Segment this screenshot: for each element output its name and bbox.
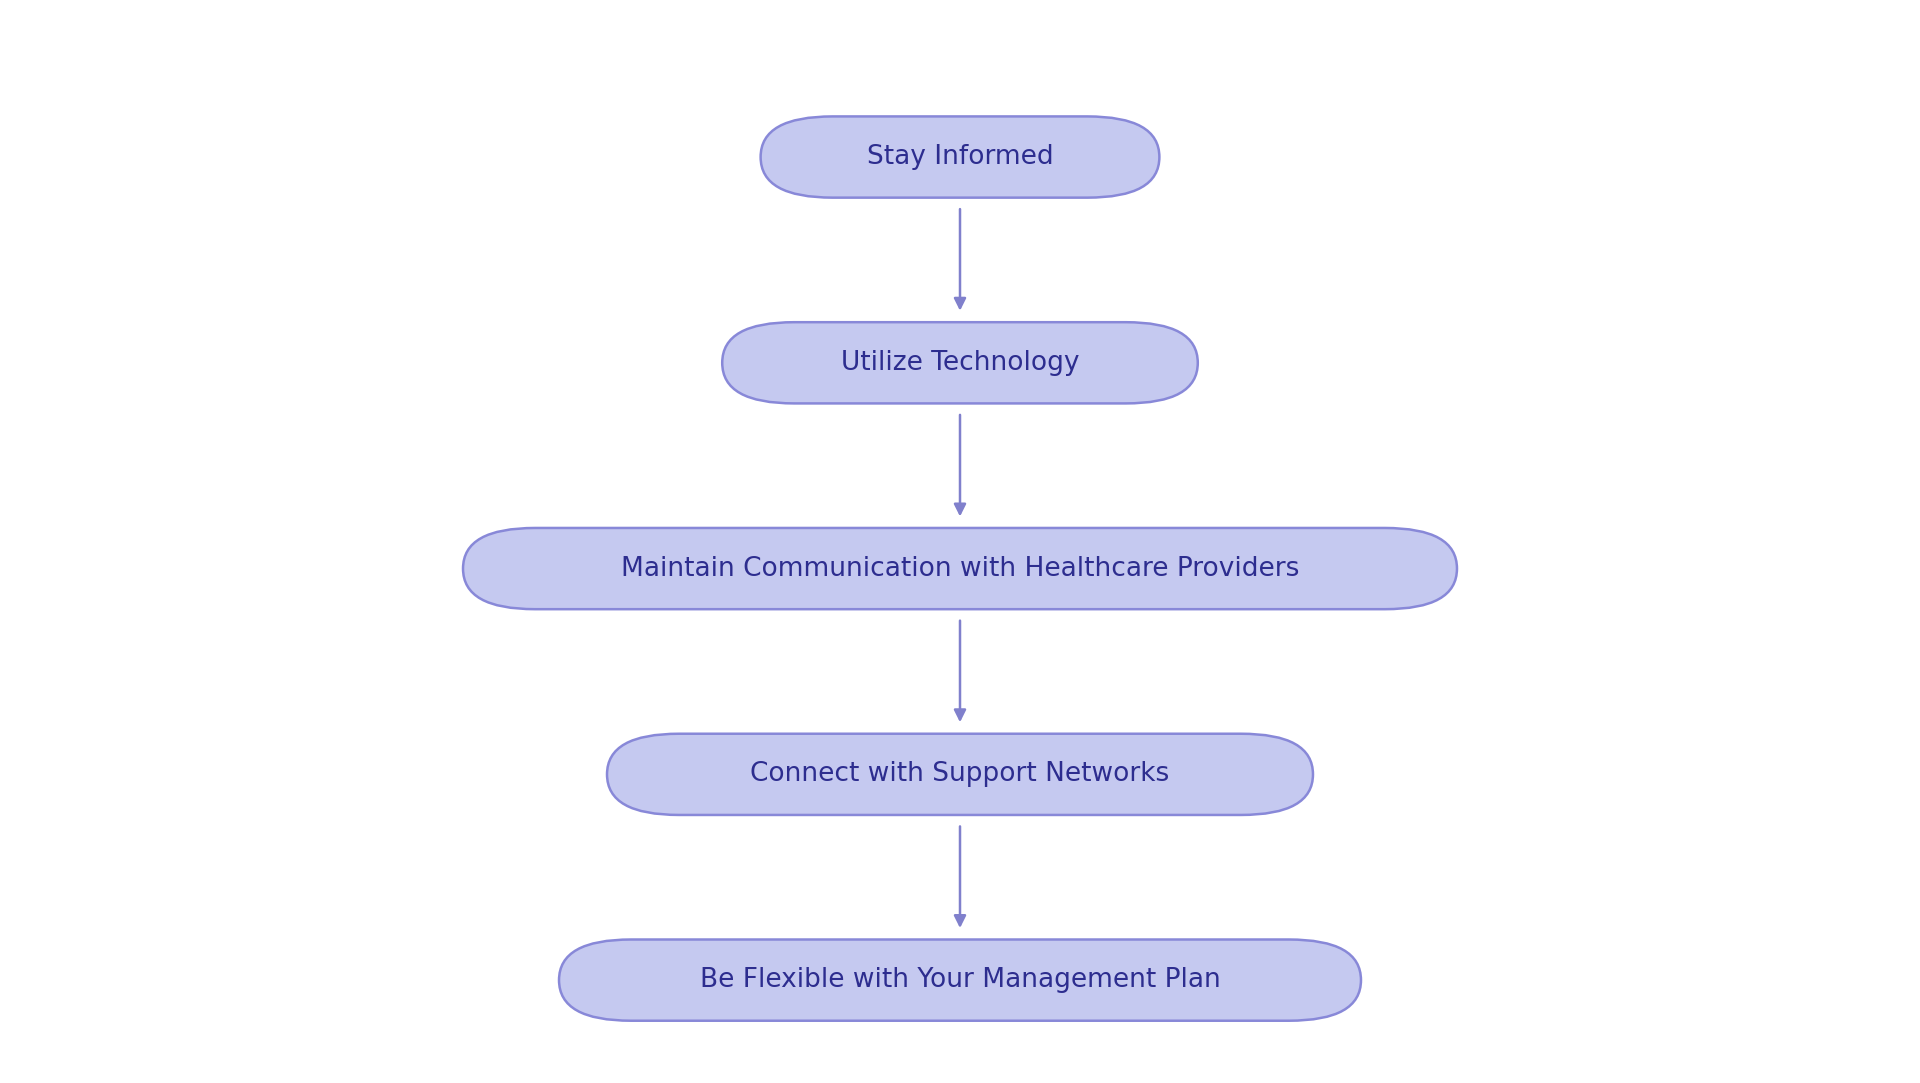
FancyBboxPatch shape [463,529,1457,609]
Text: Connect with Support Networks: Connect with Support Networks [751,761,1169,787]
FancyBboxPatch shape [607,734,1313,815]
Text: Utilize Technology: Utilize Technology [841,350,1079,376]
FancyBboxPatch shape [722,323,1198,403]
FancyBboxPatch shape [559,939,1361,1020]
Text: Stay Informed: Stay Informed [866,144,1054,170]
FancyBboxPatch shape [760,117,1160,198]
Text: Maintain Communication with Healthcare Providers: Maintain Communication with Healthcare P… [620,556,1300,582]
Text: Be Flexible with Your Management Plan: Be Flexible with Your Management Plan [699,967,1221,993]
